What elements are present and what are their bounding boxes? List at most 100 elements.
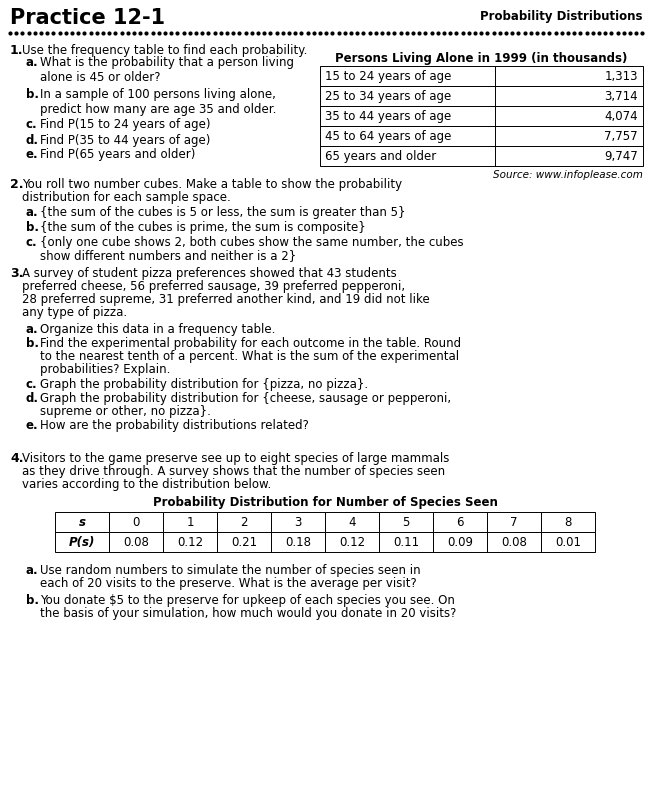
- Text: 9,747: 9,747: [604, 150, 638, 163]
- Text: d.: d.: [26, 134, 39, 147]
- Text: 6: 6: [456, 516, 464, 529]
- Text: Persons Living Alone in 1999 (in thousands): Persons Living Alone in 1999 (in thousan…: [335, 52, 628, 65]
- Text: 15 to 24 years of age: 15 to 24 years of age: [325, 70, 451, 83]
- Text: You donate $5 to the preserve for upkeep of each species you see. On: You donate $5 to the preserve for upkeep…: [40, 594, 455, 607]
- Text: 7: 7: [510, 516, 518, 529]
- Text: b.: b.: [26, 88, 39, 101]
- Bar: [320, 86, 643, 106]
- Bar: [320, 106, 643, 126]
- Bar: [433, 512, 487, 532]
- Text: a.: a.: [26, 56, 39, 69]
- Text: Organize this data in a frequency table.: Organize this data in a frequency table.: [40, 323, 276, 336]
- Text: c.: c.: [26, 236, 38, 249]
- Text: 1.: 1.: [10, 44, 24, 57]
- Text: a.: a.: [26, 206, 39, 219]
- Text: Practice 12-1: Practice 12-1: [10, 8, 165, 28]
- Text: {the sum of the cubes is prime, the sum is composite}: {the sum of the cubes is prime, the sum …: [40, 221, 366, 234]
- Text: How are the probability distributions related?: How are the probability distributions re…: [40, 419, 309, 432]
- Text: 8: 8: [564, 516, 571, 529]
- Text: {only one cube shows 2, both cubes show the same number, the cubes: {only one cube shows 2, both cubes show …: [40, 236, 464, 249]
- Text: 65 years and older: 65 years and older: [325, 150, 436, 163]
- Text: c.: c.: [26, 118, 38, 131]
- Text: 0.12: 0.12: [177, 536, 203, 549]
- Text: s: s: [78, 516, 86, 529]
- Bar: [109, 532, 163, 552]
- Text: 1: 1: [186, 516, 194, 529]
- Text: 35 to 44 years of age: 35 to 44 years of age: [325, 110, 451, 123]
- Bar: [320, 146, 643, 166]
- Text: Graph the probability distribution for {cheese, sausage or pepperoni,: Graph the probability distribution for {…: [40, 392, 451, 405]
- Text: the basis of your simulation, how much would you donate in 20 visits?: the basis of your simulation, how much w…: [40, 607, 456, 620]
- Text: each of 20 visits to the preserve. What is the average per visit?: each of 20 visits to the preserve. What …: [40, 577, 417, 590]
- Text: 4: 4: [348, 516, 356, 529]
- Text: Probability Distribution for Number of Species Seen: Probability Distribution for Number of S…: [153, 496, 498, 509]
- Bar: [163, 512, 217, 532]
- Bar: [320, 66, 643, 86]
- Text: Visitors to the game preserve see up to eight species of large mammals: Visitors to the game preserve see up to …: [22, 452, 449, 465]
- Text: 0.18: 0.18: [285, 536, 311, 549]
- Text: b.: b.: [26, 594, 39, 607]
- Text: 0.08: 0.08: [501, 536, 527, 549]
- Bar: [541, 532, 595, 552]
- Text: P(s): P(s): [69, 536, 95, 549]
- Bar: [325, 512, 379, 532]
- Bar: [55, 512, 109, 532]
- Text: to the nearest tenth of a percent. What is the sum of the experimental: to the nearest tenth of a percent. What …: [40, 350, 459, 363]
- Bar: [487, 532, 541, 552]
- Text: 0: 0: [133, 516, 140, 529]
- Text: as they drive through. A survey shows that the number of species seen: as they drive through. A survey shows th…: [22, 465, 445, 478]
- Text: 0.21: 0.21: [231, 536, 257, 549]
- Text: 0.01: 0.01: [555, 536, 581, 549]
- Text: 3,714: 3,714: [605, 90, 638, 103]
- Text: 5: 5: [402, 516, 409, 529]
- Bar: [217, 532, 271, 552]
- Bar: [379, 532, 433, 552]
- Bar: [325, 532, 379, 552]
- Text: b.: b.: [26, 337, 39, 350]
- Bar: [487, 512, 541, 532]
- Text: In a sample of 100 persons living alone,
predict how many are age 35 and older.: In a sample of 100 persons living alone,…: [40, 88, 276, 116]
- Text: 0.11: 0.11: [393, 536, 419, 549]
- Text: d.: d.: [26, 392, 39, 405]
- Text: Use the frequency table to find each probability.: Use the frequency table to find each pro…: [22, 44, 308, 57]
- Text: supreme or other, no pizza}.: supreme or other, no pizza}.: [40, 405, 211, 418]
- Text: 0.09: 0.09: [447, 536, 473, 549]
- Text: Graph the probability distribution for {pizza, no pizza}.: Graph the probability distribution for {…: [40, 378, 368, 391]
- Text: You roll two number cubes. Make a table to show the probability: You roll two number cubes. Make a table …: [22, 178, 402, 191]
- Text: e.: e.: [26, 148, 39, 161]
- Text: 4.: 4.: [10, 452, 24, 465]
- Text: 0.08: 0.08: [123, 536, 149, 549]
- Text: b.: b.: [26, 221, 39, 234]
- Text: Find P(65 years and older): Find P(65 years and older): [40, 148, 195, 161]
- Text: Find P(35 to 44 years of age): Find P(35 to 44 years of age): [40, 134, 210, 147]
- Bar: [109, 512, 163, 532]
- Text: What is the probability that a person living
alone is 45 or older?: What is the probability that a person li…: [40, 56, 294, 84]
- Text: a.: a.: [26, 323, 39, 336]
- Text: preferred cheese, 56 preferred sausage, 39 preferred pepperoni,: preferred cheese, 56 preferred sausage, …: [22, 280, 405, 293]
- Bar: [55, 532, 109, 552]
- Bar: [320, 126, 643, 146]
- Bar: [379, 512, 433, 532]
- Text: show different numbers and neither is a 2}: show different numbers and neither is a …: [40, 249, 296, 262]
- Bar: [271, 532, 325, 552]
- Bar: [163, 532, 217, 552]
- Text: 25 to 34 years of age: 25 to 34 years of age: [325, 90, 451, 103]
- Text: probabilities? Explain.: probabilities? Explain.: [40, 363, 170, 376]
- Text: 1,313: 1,313: [605, 70, 638, 83]
- Text: c.: c.: [26, 378, 38, 391]
- Text: 7,757: 7,757: [605, 130, 638, 143]
- Text: Use random numbers to simulate the number of species seen in: Use random numbers to simulate the numbe…: [40, 564, 421, 577]
- Text: Find the experimental probability for each outcome in the table. Round: Find the experimental probability for ea…: [40, 337, 461, 350]
- Text: Find P(15 to 24 years of age): Find P(15 to 24 years of age): [40, 118, 210, 131]
- Bar: [217, 512, 271, 532]
- Text: A survey of student pizza preferences showed that 43 students: A survey of student pizza preferences sh…: [22, 267, 397, 280]
- Text: 3: 3: [295, 516, 302, 529]
- Text: 2.: 2.: [10, 178, 24, 191]
- Text: 0.12: 0.12: [339, 536, 365, 549]
- Bar: [271, 512, 325, 532]
- Text: 2: 2: [240, 516, 247, 529]
- Text: {the sum of the cubes is 5 or less, the sum is greater than 5}: {the sum of the cubes is 5 or less, the …: [40, 206, 406, 219]
- Text: e.: e.: [26, 419, 39, 432]
- Text: a.: a.: [26, 564, 39, 577]
- Text: varies according to the distribution below.: varies according to the distribution bel…: [22, 478, 271, 491]
